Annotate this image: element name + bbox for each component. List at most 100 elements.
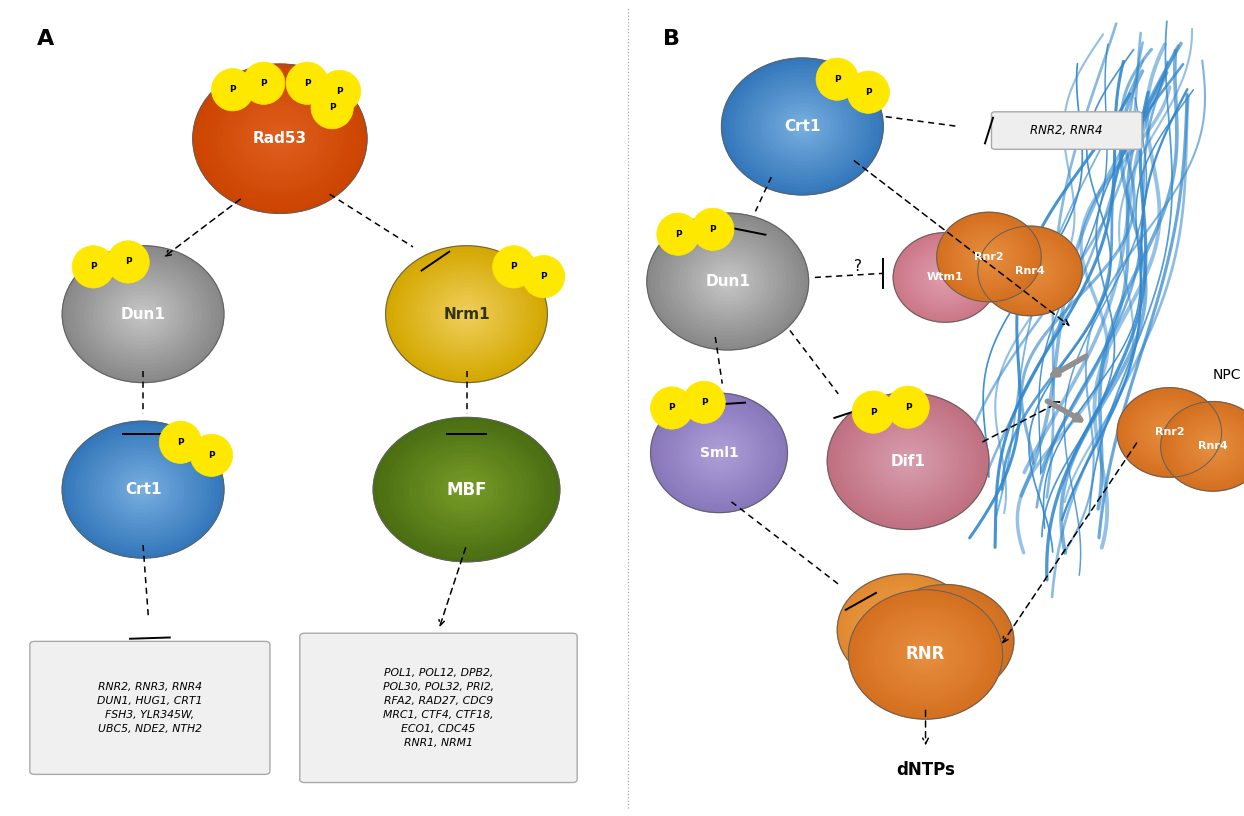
Ellipse shape — [891, 626, 960, 683]
Text: P: P — [674, 229, 682, 239]
Ellipse shape — [969, 240, 1009, 274]
Ellipse shape — [749, 81, 856, 172]
Ellipse shape — [98, 451, 188, 528]
Ellipse shape — [216, 85, 343, 193]
Text: P: P — [124, 257, 132, 267]
Text: Dun1: Dun1 — [121, 307, 165, 322]
Ellipse shape — [121, 295, 165, 333]
Ellipse shape — [388, 429, 545, 550]
Ellipse shape — [419, 454, 513, 526]
Ellipse shape — [908, 245, 983, 310]
Ellipse shape — [1176, 414, 1244, 479]
Ellipse shape — [394, 253, 539, 375]
Ellipse shape — [462, 486, 471, 494]
Ellipse shape — [850, 411, 967, 511]
Ellipse shape — [399, 437, 534, 542]
Ellipse shape — [435, 287, 498, 341]
Ellipse shape — [1123, 392, 1215, 472]
Ellipse shape — [847, 71, 889, 113]
Ellipse shape — [1015, 259, 1045, 283]
Ellipse shape — [963, 235, 1015, 279]
Ellipse shape — [1126, 395, 1213, 470]
Ellipse shape — [881, 438, 935, 484]
Ellipse shape — [203, 73, 357, 205]
Ellipse shape — [1128, 397, 1210, 468]
Ellipse shape — [730, 65, 875, 188]
Ellipse shape — [883, 619, 968, 690]
Ellipse shape — [726, 62, 878, 191]
Text: MBF: MBF — [447, 481, 486, 499]
Ellipse shape — [771, 100, 833, 153]
Ellipse shape — [712, 446, 726, 459]
Ellipse shape — [860, 592, 952, 667]
Ellipse shape — [863, 596, 948, 664]
Ellipse shape — [198, 69, 362, 209]
Ellipse shape — [1198, 434, 1228, 459]
Ellipse shape — [71, 428, 215, 551]
Ellipse shape — [213, 81, 347, 197]
Ellipse shape — [722, 58, 883, 195]
Ellipse shape — [72, 246, 114, 288]
Ellipse shape — [1154, 420, 1184, 445]
Ellipse shape — [739, 73, 866, 180]
Text: P: P — [328, 103, 336, 113]
Ellipse shape — [919, 619, 972, 663]
Ellipse shape — [766, 96, 838, 157]
Ellipse shape — [67, 425, 219, 554]
Ellipse shape — [888, 594, 1003, 687]
Ellipse shape — [945, 220, 1033, 295]
Ellipse shape — [943, 217, 1035, 297]
Ellipse shape — [1019, 261, 1041, 281]
Ellipse shape — [735, 69, 870, 184]
Ellipse shape — [978, 247, 1000, 267]
Ellipse shape — [664, 228, 791, 335]
Text: Rnr4: Rnr4 — [1015, 266, 1045, 276]
Ellipse shape — [417, 273, 516, 356]
Ellipse shape — [704, 440, 734, 466]
Ellipse shape — [1163, 428, 1176, 437]
Ellipse shape — [980, 228, 1080, 313]
Ellipse shape — [116, 291, 170, 337]
Ellipse shape — [1028, 268, 1033, 273]
Ellipse shape — [457, 481, 476, 498]
Ellipse shape — [984, 231, 1076, 311]
Ellipse shape — [1204, 439, 1222, 454]
Ellipse shape — [908, 640, 943, 669]
Ellipse shape — [899, 603, 991, 678]
Ellipse shape — [886, 442, 931, 480]
Ellipse shape — [785, 111, 820, 142]
Ellipse shape — [440, 469, 493, 510]
Text: RNR2, RNR3, RNR4
DUN1, HUG1, CRT1
FSH3, YLR345W,
UBC5, NDE2, NTH2: RNR2, RNR3, RNR4 DUN1, HUG1, CRT1 FSH3, … — [97, 682, 203, 734]
Text: P: P — [177, 437, 184, 447]
Ellipse shape — [1207, 441, 1219, 451]
Ellipse shape — [680, 419, 758, 486]
Ellipse shape — [986, 255, 991, 259]
Ellipse shape — [832, 397, 984, 526]
Ellipse shape — [93, 273, 193, 356]
Ellipse shape — [875, 611, 977, 698]
Ellipse shape — [260, 122, 300, 155]
Ellipse shape — [937, 212, 1041, 302]
Ellipse shape — [892, 597, 999, 684]
Ellipse shape — [413, 268, 520, 360]
Ellipse shape — [692, 208, 734, 251]
Ellipse shape — [678, 240, 778, 323]
Ellipse shape — [449, 299, 484, 330]
Ellipse shape — [943, 275, 948, 280]
Text: ?: ? — [855, 259, 862, 274]
Ellipse shape — [121, 471, 165, 508]
Ellipse shape — [957, 229, 1021, 285]
Ellipse shape — [887, 386, 929, 428]
Ellipse shape — [904, 242, 986, 313]
Ellipse shape — [241, 105, 318, 172]
Text: Rad53: Rad53 — [253, 131, 307, 146]
Ellipse shape — [852, 391, 894, 433]
Ellipse shape — [1021, 264, 1039, 278]
Ellipse shape — [872, 431, 944, 491]
Ellipse shape — [669, 232, 786, 331]
Ellipse shape — [1178, 416, 1244, 477]
Ellipse shape — [700, 259, 755, 304]
Ellipse shape — [931, 628, 960, 653]
Ellipse shape — [866, 604, 985, 705]
Text: NPC: NPC — [1213, 368, 1242, 383]
